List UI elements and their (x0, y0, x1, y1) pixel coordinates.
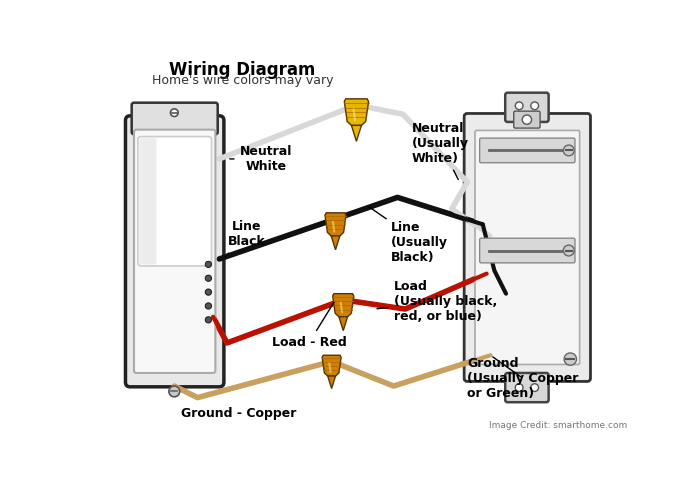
Polygon shape (344, 99, 368, 125)
FancyBboxPatch shape (134, 130, 216, 373)
Circle shape (205, 317, 211, 323)
FancyBboxPatch shape (505, 93, 549, 122)
Circle shape (564, 245, 574, 256)
FancyBboxPatch shape (514, 111, 540, 128)
Circle shape (522, 115, 531, 124)
Text: Image Credit: smarthome.com: Image Credit: smarthome.com (489, 421, 628, 430)
FancyBboxPatch shape (132, 103, 218, 134)
FancyBboxPatch shape (480, 238, 575, 263)
Text: Neutral
White: Neutral White (230, 145, 292, 173)
Text: Neutral
(Usually
White): Neutral (Usually White) (412, 122, 468, 179)
Circle shape (515, 102, 523, 110)
Circle shape (170, 109, 178, 117)
Text: Load
(Usually black,
red, or blue): Load (Usually black, red, or blue) (377, 280, 497, 323)
Circle shape (205, 275, 211, 281)
Text: Wiring Diagram: Wiring Diagram (169, 61, 316, 78)
Circle shape (564, 145, 574, 156)
Text: Ground - Copper: Ground - Copper (181, 407, 296, 419)
FancyBboxPatch shape (480, 138, 575, 163)
Circle shape (169, 386, 180, 397)
FancyBboxPatch shape (139, 138, 157, 265)
Polygon shape (322, 355, 341, 376)
Text: Load - Red: Load - Red (272, 302, 346, 349)
Text: Line
Black: Line Black (225, 220, 265, 257)
Text: Line
(Usually
Black): Line (Usually Black) (369, 207, 448, 264)
FancyBboxPatch shape (505, 373, 549, 402)
Circle shape (205, 289, 211, 295)
Polygon shape (328, 376, 335, 389)
Polygon shape (325, 213, 346, 236)
Circle shape (564, 353, 577, 365)
FancyBboxPatch shape (138, 137, 211, 266)
FancyBboxPatch shape (475, 130, 580, 365)
Circle shape (205, 303, 211, 309)
FancyBboxPatch shape (125, 116, 224, 387)
Polygon shape (332, 294, 354, 317)
Text: Home's wire colors may vary: Home's wire colors may vary (152, 74, 333, 87)
Polygon shape (331, 236, 340, 250)
Circle shape (515, 384, 523, 392)
Circle shape (531, 384, 538, 392)
Polygon shape (339, 317, 348, 331)
FancyBboxPatch shape (464, 114, 591, 381)
Text: Ground
(Usually Copper
or Green): Ground (Usually Copper or Green) (468, 357, 579, 400)
Circle shape (205, 261, 211, 268)
Polygon shape (351, 125, 361, 141)
Circle shape (531, 102, 538, 110)
